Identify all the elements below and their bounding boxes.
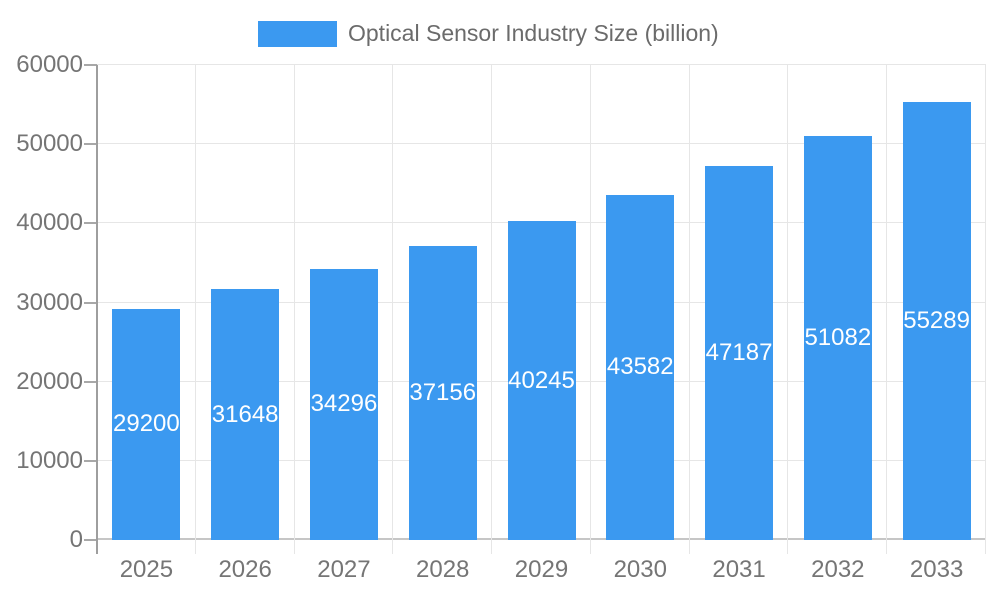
y-tick <box>84 459 97 462</box>
category-gridline <box>195 65 196 554</box>
y-tick-label: 0 <box>69 526 83 553</box>
y-tick-label: 40000 <box>16 209 83 237</box>
x-tick-label: 2030 <box>613 556 667 583</box>
y-tick <box>84 222 97 225</box>
y-tick-label: 60000 <box>16 51 83 78</box>
category-gridline <box>985 65 986 554</box>
category-gridline <box>392 65 393 554</box>
category-gridline <box>689 65 690 554</box>
bar-value-label: 34296 <box>310 390 378 418</box>
x-tick-label: 2025 <box>119 556 174 583</box>
x-tick-label: 2029 <box>514 556 569 583</box>
y-tick <box>84 380 97 383</box>
x-tick-label: 2028 <box>416 556 470 583</box>
y-tick <box>84 64 97 66</box>
category-gridline <box>590 65 591 554</box>
y-tick <box>84 143 97 146</box>
legend: Optical Sensor Industry Size (billion) <box>258 20 719 47</box>
bar-2033[interactable]: 55289 <box>902 102 971 540</box>
x-tick-label: 2027 <box>317 556 371 583</box>
bar-2029[interactable]: 40245 <box>507 221 576 540</box>
bar-value-label: 43582 <box>606 353 674 381</box>
x-tick-label: 2033 <box>909 556 964 583</box>
bar-2032[interactable]: 51082 <box>803 135 872 540</box>
bar-2030[interactable]: 43582 <box>606 194 675 540</box>
legend-label: Optical Sensor Industry Size (billion) <box>348 20 719 46</box>
bar-value-label: 29200 <box>113 410 180 438</box>
category-gridline <box>294 65 295 554</box>
bar-2026[interactable]: 31648 <box>211 289 280 540</box>
bar-value-label: 40245 <box>508 366 575 394</box>
bar-2025[interactable]: 29200 <box>112 308 181 540</box>
x-tick-label: 2031 <box>712 556 766 583</box>
bar-value-label: 51082 <box>804 323 872 351</box>
y-tick-label: 30000 <box>16 288 83 316</box>
plot-area: 0 10000 20000 30000 40000 50000 60000 29200 2025… <box>16 51 986 583</box>
legend-color-swatch <box>258 20 337 47</box>
y-axis-line <box>96 65 98 554</box>
category-gridline <box>886 65 887 554</box>
bar-2028[interactable]: 37156 <box>408 245 477 540</box>
y-tick-label: 10000 <box>16 446 83 474</box>
y-gridline <box>97 143 986 145</box>
y-tick-label: 50000 <box>16 130 83 158</box>
bar-value-label: 37156 <box>409 378 477 406</box>
bar-value-label: 47187 <box>705 339 773 367</box>
y-tick <box>84 539 97 541</box>
category-gridline <box>491 65 492 554</box>
legend-item[interactable]: Optical Sensor Industry Size (billion) <box>258 20 719 47</box>
x-tick-label: 2026 <box>218 556 272 583</box>
bar-value-label: 55289 <box>903 307 970 335</box>
y-tick-label: 20000 <box>16 367 83 395</box>
category-gridline <box>787 65 788 554</box>
y-gridline <box>97 64 986 65</box>
bar-2027[interactable]: 34296 <box>309 268 378 540</box>
x-tick-label: 2032 <box>811 556 865 583</box>
bar-2031[interactable]: 47187 <box>705 166 774 540</box>
bar-value-label: 31648 <box>211 400 279 428</box>
y-tick <box>84 301 97 304</box>
